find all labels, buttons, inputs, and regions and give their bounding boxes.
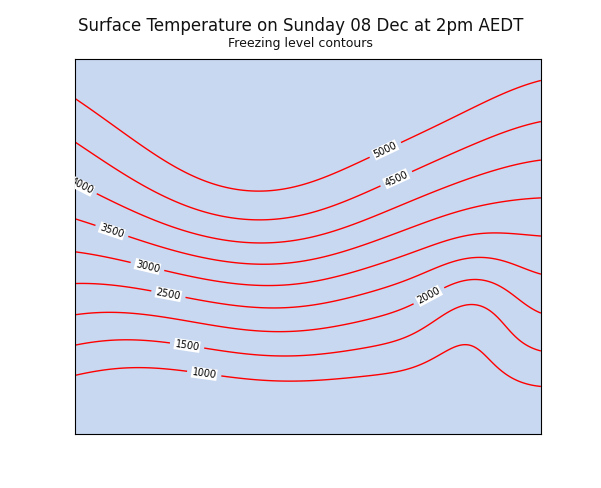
Text: 3000: 3000 <box>135 259 160 274</box>
Text: 4000: 4000 <box>68 176 94 196</box>
Text: 1500: 1500 <box>174 339 200 352</box>
Text: 3500: 3500 <box>99 222 125 240</box>
Text: 2000: 2000 <box>416 285 442 306</box>
Text: 4500: 4500 <box>383 169 409 188</box>
Text: 1000: 1000 <box>191 367 217 380</box>
Text: Freezing level contours: Freezing level contours <box>228 37 373 50</box>
Text: 5000: 5000 <box>372 140 398 160</box>
Text: 2500: 2500 <box>155 287 182 302</box>
Text: Surface Temperature on Sunday 08 Dec at 2pm AEDT: Surface Temperature on Sunday 08 Dec at … <box>78 17 523 35</box>
